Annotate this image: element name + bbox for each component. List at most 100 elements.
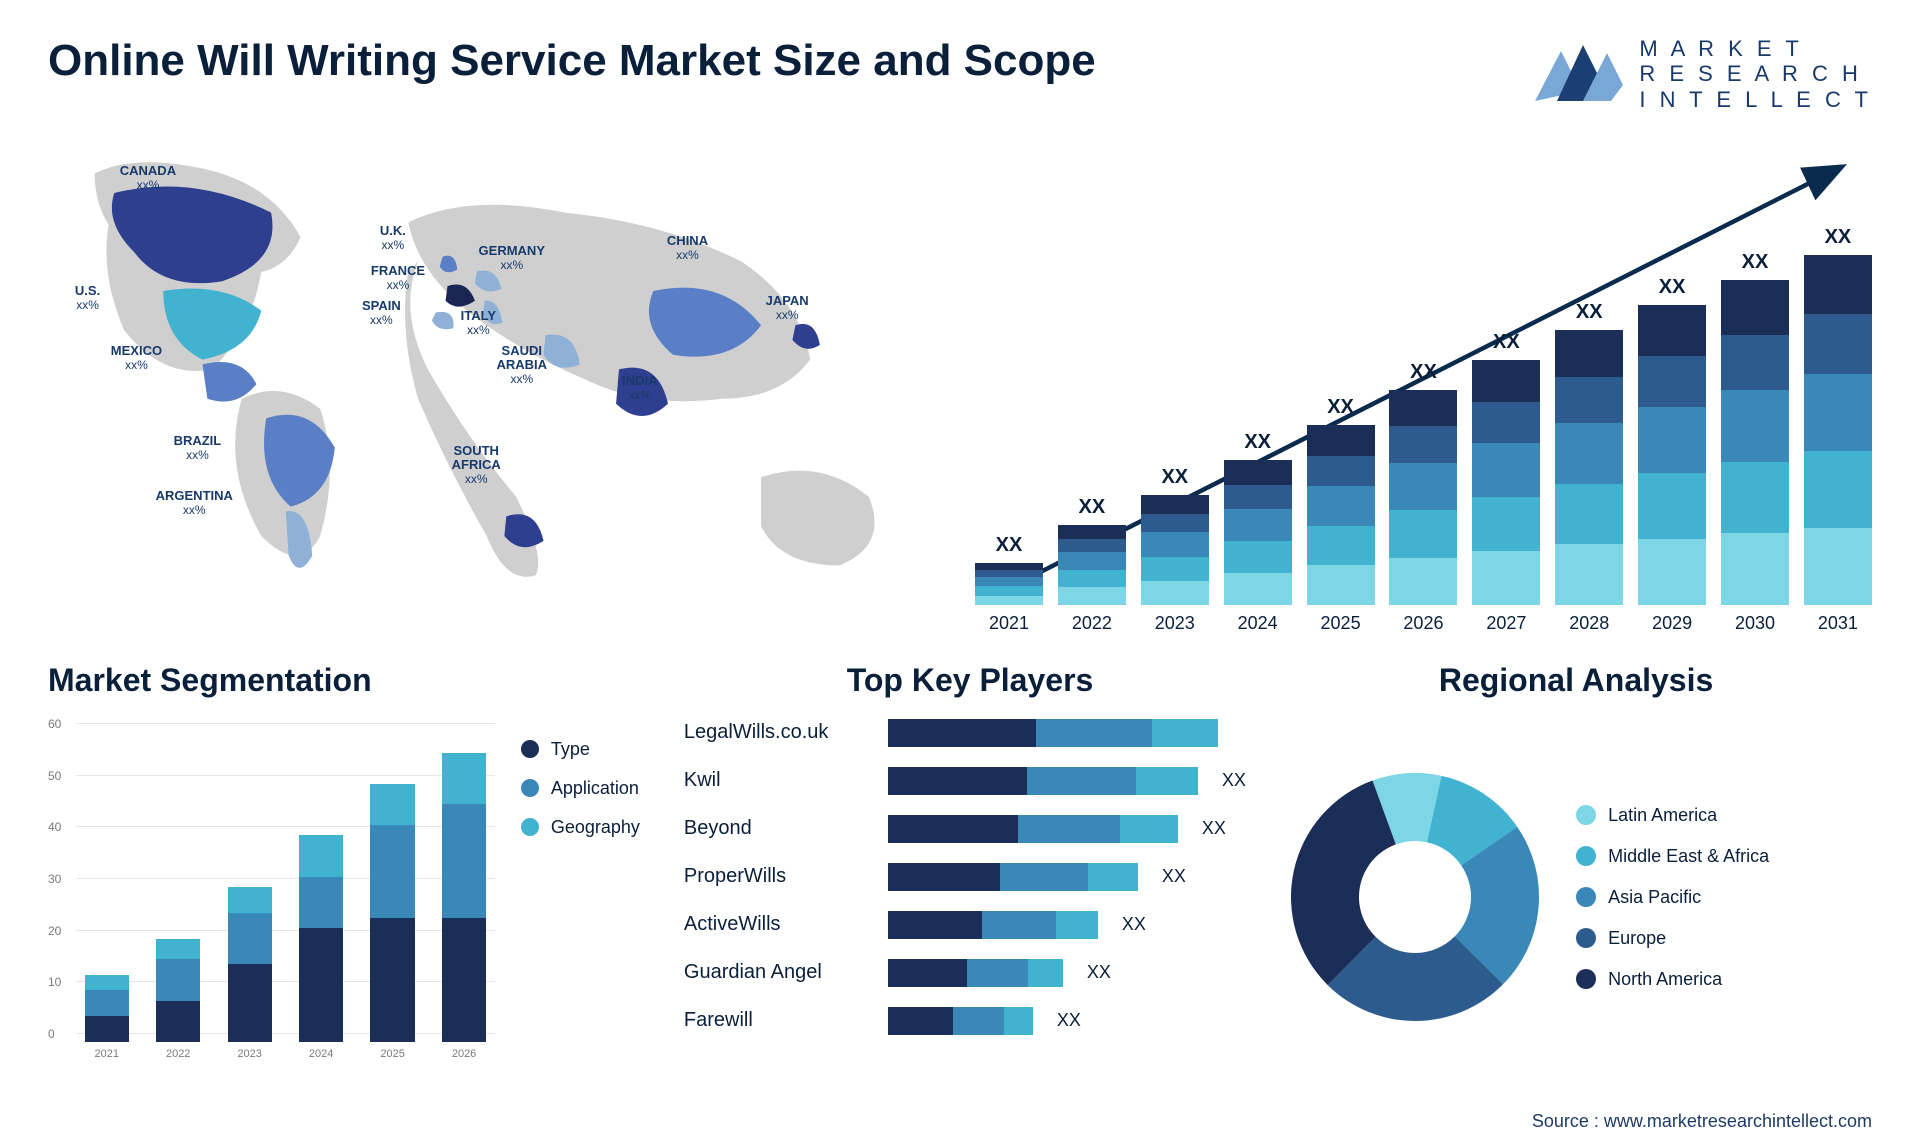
key-player-row: ProperWills XX <box>684 859 1256 895</box>
key-players-chart: LegalWills.co.ukKwilXXBeyondXXProperWill… <box>684 713 1256 1082</box>
map-label: SAUDIARABIAxx% <box>497 344 548 387</box>
growth-bar: XX 2030 <box>1721 251 1789 634</box>
segmentation-title: Market Segmentation <box>48 662 640 699</box>
growth-bar: XX 2024 <box>1224 431 1292 634</box>
seg-y-tick: 0 <box>48 1027 55 1041</box>
growth-bar: XX 2025 <box>1307 396 1375 634</box>
logo-line-2: R E S E A R C H <box>1639 61 1872 86</box>
growth-bar: XX 2022 <box>1058 496 1126 634</box>
map-label: CANADAxx% <box>120 164 176 193</box>
key-player-name: LegalWills.co.uk <box>684 721 874 744</box>
key-player-value: XX <box>1122 914 1146 935</box>
map-label: FRANCExx% <box>371 264 425 293</box>
growth-year-label: 2021 <box>989 613 1029 634</box>
growth-year-label: 2024 <box>1238 613 1278 634</box>
seg-legend-item: Type <box>521 739 640 760</box>
growth-value-label: XX <box>1244 431 1271 454</box>
segmentation-legend: Type Application Geography <box>521 713 640 1082</box>
seg-legend-item: Application <box>521 778 640 799</box>
regional-legend: Latin AmericaMiddle East & AfricaAsia Pa… <box>1576 805 1769 990</box>
source-attribution: Source : www.marketresearchintellect.com <box>1532 1111 1872 1132</box>
regional-legend-item: Latin America <box>1576 805 1769 826</box>
map-label: ITALYxx% <box>461 309 496 338</box>
growth-value-label: XX <box>1742 251 1769 274</box>
growth-bar: XX2031 <box>1804 226 1872 634</box>
growth-value-label: XX <box>1161 466 1188 489</box>
seg-bar: 2025 <box>362 784 423 1060</box>
key-player-value: XX <box>1162 866 1186 887</box>
growth-chart: XX2021XX2022XX2023XX2024XX2025XX2026XX20… <box>975 134 1872 634</box>
map-label: MEXICOxx% <box>111 344 162 373</box>
key-player-name: Farewill <box>684 1009 874 1032</box>
key-players-title: Top Key Players <box>684 662 1256 699</box>
key-player-row: BeyondXX <box>684 811 1256 847</box>
seg-year-label: 2021 <box>94 1048 118 1060</box>
map-label: U.K.xx% <box>380 224 406 253</box>
brand-logo: M A R K E T R E S E A R C H I N T E L L … <box>1533 36 1872 112</box>
key-player-row: Guardian Angel XX <box>684 955 1256 991</box>
regional-legend-item: Asia Pacific <box>1576 887 1769 908</box>
growth-value-label: XX <box>1825 226 1852 249</box>
key-player-value: XX <box>1087 962 1111 983</box>
growth-bar: XX 2023 <box>1141 466 1209 634</box>
key-player-name: ProperWills <box>684 865 874 888</box>
regional-legend-item: North America <box>1576 969 1769 990</box>
growth-value-label: XX <box>1659 276 1686 299</box>
regional-donut-chart <box>1280 762 1550 1032</box>
growth-bar: XX2026 <box>1389 361 1457 634</box>
growth-value-label: XX <box>996 534 1023 557</box>
seg-bar: 2023 <box>219 887 280 1060</box>
seg-year-label: 2024 <box>309 1048 333 1060</box>
seg-y-tick: 50 <box>48 769 61 783</box>
seg-year-label: 2022 <box>166 1048 190 1060</box>
seg-year-label: 2023 <box>237 1048 261 1060</box>
logo-line-3: I N T E L L E C T <box>1639 87 1872 112</box>
map-label: SOUTHAFRICAxx% <box>452 444 501 487</box>
seg-y-tick: 40 <box>48 820 61 834</box>
key-player-value: XX <box>1202 818 1226 839</box>
seg-y-tick: 10 <box>48 975 61 989</box>
growth-bar: XX 2029 <box>1638 276 1706 634</box>
map-label: BRAZILxx% <box>174 434 222 463</box>
seg-year-label: 2026 <box>452 1048 476 1060</box>
seg-y-tick: 60 <box>48 717 61 731</box>
logo-mark-icon <box>1533 41 1625 107</box>
seg-bar: 2022 <box>147 939 208 1060</box>
seg-bar: 2026 <box>433 753 494 1060</box>
logo-line-1: M A R K E T <box>1639 36 1872 61</box>
growth-year-label: 2028 <box>1569 613 1609 634</box>
growth-year-label: 2025 <box>1321 613 1361 634</box>
growth-year-label: 2027 <box>1486 613 1526 634</box>
segmentation-panel: Market Segmentation 01020304050602021202… <box>48 662 640 1082</box>
map-label: SPAINxx% <box>362 299 401 328</box>
key-player-name: Guardian Angel <box>684 961 874 984</box>
map-label: U.S.xx% <box>75 284 100 313</box>
key-player-row: Farewill XX <box>684 1003 1256 1039</box>
seg-legend-item: Geography <box>521 817 640 838</box>
growth-value-label: XX <box>1079 496 1106 519</box>
growth-value-label: XX <box>1327 396 1354 419</box>
map-label: CHINAxx% <box>667 234 708 263</box>
seg-year-label: 2025 <box>380 1048 404 1060</box>
growth-bar: XX 2021 <box>975 534 1043 634</box>
key-player-row: LegalWills.co.uk <box>684 715 1256 751</box>
key-player-name: ActiveWills <box>684 913 874 936</box>
key-players-panel: Top Key Players LegalWills.co.ukKwilXXBe… <box>664 662 1256 1082</box>
growth-year-label: 2023 <box>1155 613 1195 634</box>
seg-bar: 2024 <box>290 835 351 1060</box>
growth-year-label: 2030 <box>1735 613 1775 634</box>
segmentation-chart: 0102030405060202120222023202420252026 <box>48 713 495 1082</box>
key-player-value: XX <box>1057 1010 1081 1031</box>
seg-y-tick: 20 <box>48 924 61 938</box>
regional-panel: Regional Analysis Latin AmericaMiddle Ea… <box>1280 662 1872 1082</box>
key-player-value: XX <box>1222 770 1246 791</box>
growth-year-label: 2026 <box>1403 613 1443 634</box>
key-player-row: ActiveWills XX <box>684 907 1256 943</box>
growth-year-label: 2022 <box>1072 613 1112 634</box>
regional-title: Regional Analysis <box>1280 662 1872 699</box>
key-player-name: Kwil <box>684 769 874 792</box>
growth-value-label: XX <box>1576 301 1603 324</box>
growth-year-label: 2029 <box>1652 613 1692 634</box>
map-label: INDIAxx% <box>622 374 657 403</box>
world-map-svg <box>48 144 945 634</box>
